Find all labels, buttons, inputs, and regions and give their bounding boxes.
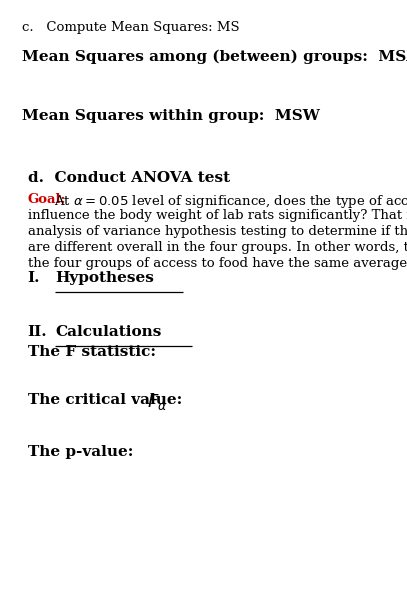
Text: Mean Squares within group:  MSW: Mean Squares within group: MSW: [22, 109, 320, 123]
Text: Mean Squares among (between) groups:  MSA: Mean Squares among (between) groups: MSA: [22, 49, 407, 64]
Text: are different overall in the four groups. In other words, test the hypothesis th: are different overall in the four groups…: [28, 241, 407, 254]
Text: d.  Conduct ANOVA test: d. Conduct ANOVA test: [28, 171, 230, 185]
Text: Hypotheses: Hypotheses: [55, 271, 154, 285]
Text: the four groups of access to food have the same average bodyweight.: the four groups of access to food have t…: [28, 257, 407, 270]
Text: The p-value:: The p-value:: [28, 445, 133, 459]
Text: The F statistic:: The F statistic:: [28, 345, 155, 359]
Text: Goal:: Goal:: [28, 193, 66, 206]
Text: $F_{\alpha}$: $F_{\alpha}$: [147, 392, 167, 412]
Text: The critical value:: The critical value:: [28, 393, 187, 407]
Text: c.   Compute Mean Squares: MS: c. Compute Mean Squares: MS: [22, 21, 240, 34]
Text: At $\alpha = 0.05$ level of significance, does the type of access to food: At $\alpha = 0.05$ level of significance…: [54, 193, 407, 210]
Text: I.: I.: [28, 271, 40, 285]
Text: Calculations: Calculations: [55, 325, 161, 339]
Text: analysis of variance hypothesis testing to determine if the mean bodyweights: analysis of variance hypothesis testing …: [28, 225, 407, 238]
Text: II.: II.: [28, 325, 47, 339]
Text: influence the body weight of lab rats significantly? That is, use the one-way: influence the body weight of lab rats si…: [28, 209, 407, 223]
